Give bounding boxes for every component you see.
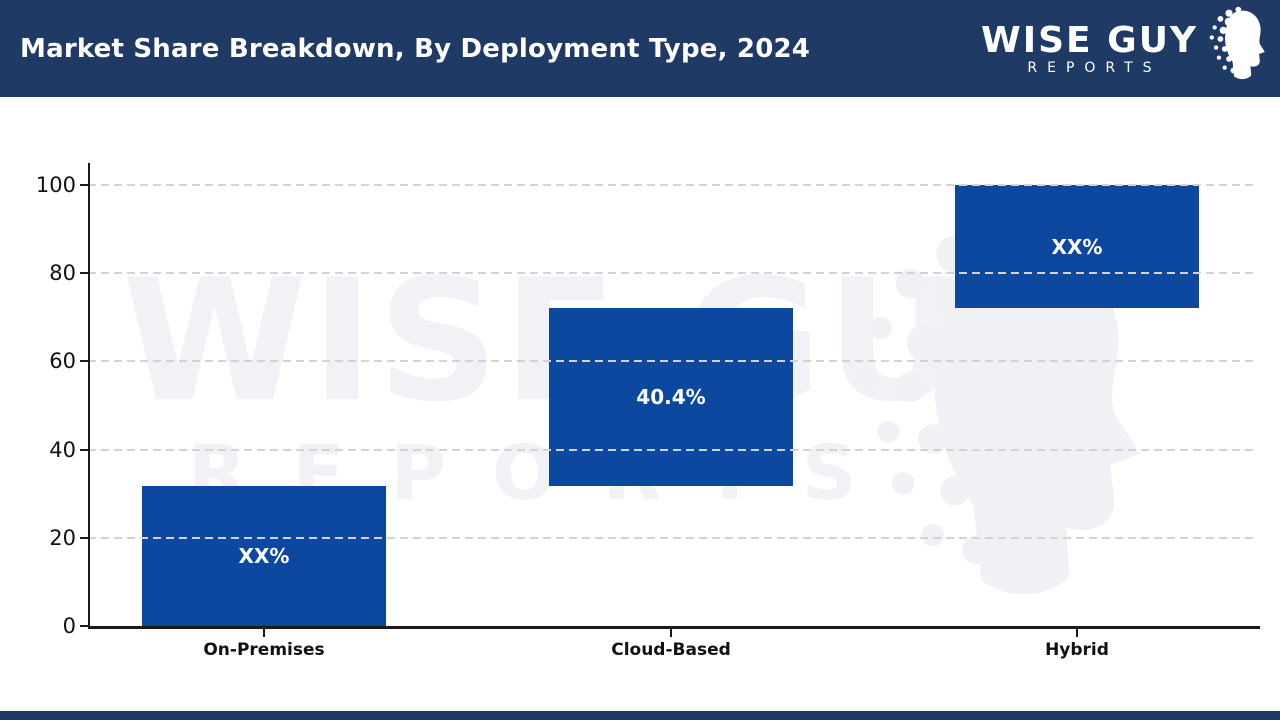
x-category-label-2: Cloud-Based bbox=[611, 640, 731, 660]
bar-cloud-based: 40.4% bbox=[549, 308, 793, 487]
gridline-100 bbox=[88, 184, 1258, 186]
footer-bar bbox=[0, 711, 1280, 720]
bar-value-label: 40.4% bbox=[636, 385, 706, 410]
y-tick-label-100: 100 bbox=[35, 173, 76, 197]
x-category-label-3: Hybrid bbox=[1045, 640, 1109, 660]
bar-hybrid: XX% bbox=[955, 185, 1199, 309]
logo-line2: REPORTS bbox=[1027, 60, 1162, 77]
y-tick-mark-0 bbox=[80, 625, 88, 627]
logo-line1: WISE GUY bbox=[980, 19, 1198, 61]
logo-wordmark: WISE GUY REPORTS bbox=[980, 19, 1198, 77]
x-category-label-1: On-Premises bbox=[203, 640, 325, 660]
y-axis-line bbox=[88, 163, 90, 629]
y-tick-label-0: 0 bbox=[62, 614, 76, 638]
bar-value-label: XX% bbox=[238, 544, 290, 569]
header-banner: Market Share Breakdown, By Deployment Ty… bbox=[0, 0, 1280, 97]
y-tick-label-80: 80 bbox=[49, 261, 76, 286]
bar-value-label: XX% bbox=[1051, 234, 1103, 259]
gridline-60 bbox=[88, 360, 1258, 363]
gridline-40 bbox=[88, 448, 1258, 451]
gridline-20 bbox=[88, 536, 1258, 539]
x-tick-mark-3 bbox=[1076, 629, 1078, 637]
wiseguy-head-icon bbox=[1209, 6, 1265, 80]
y-tick-mark-100 bbox=[80, 184, 88, 186]
y-tick-mark-60 bbox=[80, 360, 88, 363]
page-title: Market Share Breakdown, By Deployment Ty… bbox=[20, 33, 811, 64]
gridline-80 bbox=[88, 272, 1258, 275]
x-tick-mark-2 bbox=[670, 629, 672, 637]
bar-on-premises: XX% bbox=[142, 486, 386, 626]
y-tick-label-20: 20 bbox=[49, 525, 76, 550]
y-tick-mark-20 bbox=[80, 536, 88, 539]
y-tick-label-40: 40 bbox=[49, 437, 76, 462]
y-tick-mark-80 bbox=[80, 272, 88, 275]
y-tick-mark-40 bbox=[80, 448, 88, 451]
x-tick-mark-1 bbox=[263, 629, 265, 637]
x-axis-line bbox=[88, 626, 1260, 629]
y-tick-label-60: 60 bbox=[49, 349, 76, 374]
wiseguy-logo: WISE GUY REPORTS bbox=[981, 6, 1266, 92]
